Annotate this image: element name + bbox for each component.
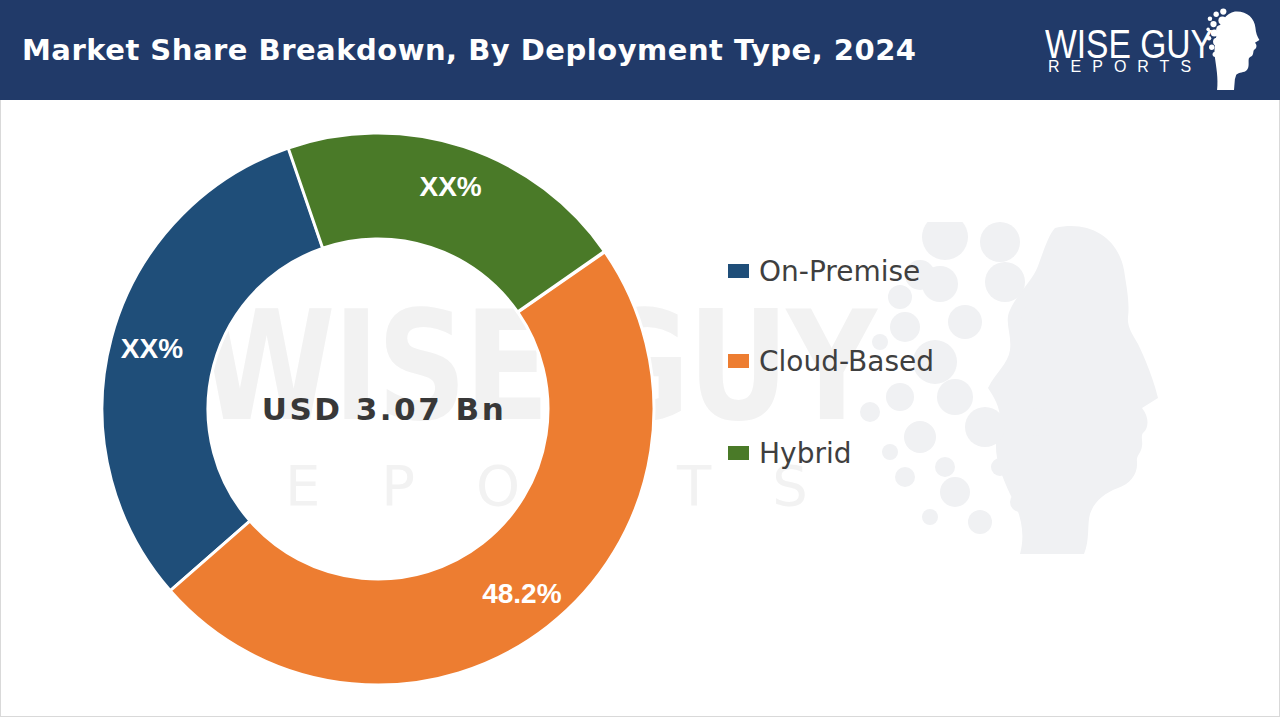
legend-swatch-on-premise [728,264,749,278]
legend-swatch-hybrid [728,446,749,460]
segment-label-cloud-based: 48.2% [482,578,561,609]
donut-segment-hybrid[interactable] [288,133,604,312]
logo-head-icon [1203,8,1265,90]
legend-label-cloud-based: Cloud-Based [759,345,934,378]
chart-center-value: USD 3.07 Bn [234,386,534,432]
donut-segment-on-premise[interactable] [102,148,323,591]
legend-swatch-cloud-based [728,354,749,368]
legend-label-hybrid: Hybrid [759,437,851,470]
legend-label-on-premise: On-Premise [759,255,920,288]
legend-item-on-premise[interactable]: On-Premise [728,256,920,286]
segment-label-on-premise: XX% [121,333,183,364]
donut-segment-cloud-based[interactable] [170,252,654,685]
page-title: Market Share Breakdown, By Deployment Ty… [22,30,917,70]
segment-label-hybrid: XX% [419,171,481,202]
legend-item-cloud-based[interactable]: Cloud-Based [728,346,934,376]
logo-subtitle: REPORTS [1048,58,1202,76]
legend-item-hybrid[interactable]: Hybrid [728,438,851,468]
